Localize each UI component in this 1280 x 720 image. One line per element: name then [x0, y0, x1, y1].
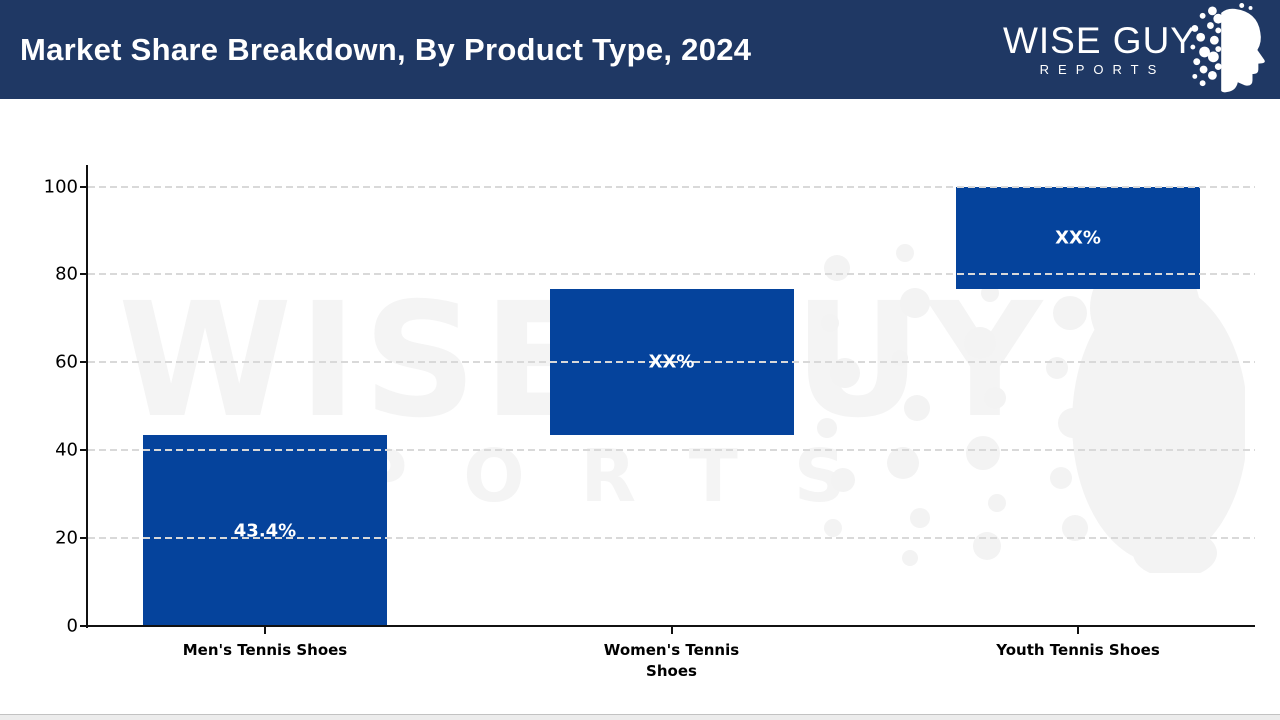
gridline-60 [88, 361, 1255, 364]
y-tick-mark [80, 449, 88, 452]
page-title: Market Share Breakdown, By Product Type,… [20, 31, 752, 67]
bottom-border-line [0, 714, 1280, 715]
y-tick-label: 40 [55, 439, 78, 461]
x-category-label: Youth Tennis Shoes [996, 641, 1160, 659]
y-tick-mark [80, 273, 88, 276]
y-tick-mark [80, 537, 88, 540]
gridline-100 [88, 185, 1255, 188]
bar-value-label: XX% [648, 351, 695, 373]
brand-logo-text: WISE GUY REPORTS [1003, 22, 1196, 77]
x-category-label: Men's Tennis Shoes [182, 641, 348, 659]
bar-segment [143, 435, 387, 626]
x-axis-spine [86, 625, 1255, 627]
brand-logo: WISE GUY REPORTS [1003, 2, 1274, 97]
dotted-face-profile-icon [1186, 2, 1274, 97]
y-axis-spine [86, 165, 88, 628]
x-tick-mark [670, 626, 673, 634]
brand-wordmark: WISE GUY [1002, 20, 1196, 61]
x-tick-mark [1077, 626, 1079, 634]
y-tick-label: 100 [43, 176, 78, 198]
y-tick-label: 80 [55, 263, 78, 285]
gridline-80 [88, 273, 1255, 276]
bottom-edge-strip [0, 715, 1280, 720]
bar-segment [956, 186, 1200, 289]
header-bar: Market Share Breakdown, By Product Type,… [0, 0, 1280, 99]
y-tick-mark [80, 185, 88, 188]
brand-subtext: REPORTS [1039, 62, 1166, 77]
y-tick-label: 0 [66, 615, 78, 637]
y-tick-mark [80, 625, 88, 627]
gridline-40 [88, 449, 1255, 452]
y-tick-label: 60 [55, 351, 78, 373]
gridline-20 [88, 537, 1255, 540]
bar-value-label: XX% [1055, 227, 1101, 249]
x-category-label: Women's Tennis Shoes [603, 641, 740, 680]
x-tick-mark [264, 626, 266, 634]
y-tick-label: 20 [55, 527, 78, 549]
bar-value-label: 43.4% [233, 520, 297, 542]
y-tick-mark [80, 361, 88, 364]
